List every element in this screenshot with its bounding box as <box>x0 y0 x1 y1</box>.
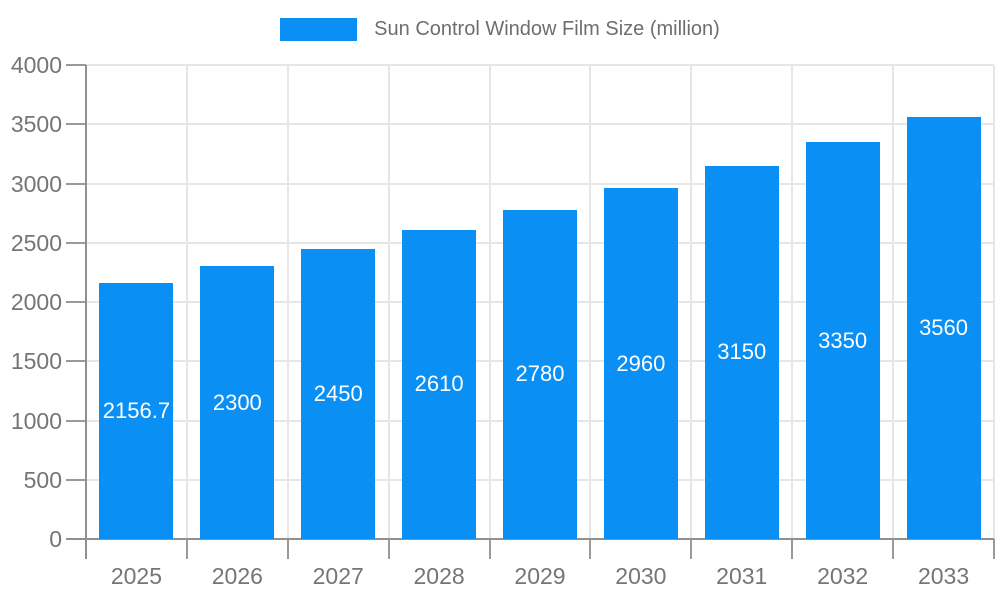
x-axis-tick <box>185 539 188 559</box>
y-axis-label: 3500 <box>10 111 62 138</box>
legend: Sun Control Window Film Size (million) <box>0 18 1000 41</box>
y-axis-tick <box>66 301 86 303</box>
x-axis-label-2029: 2029 <box>514 563 566 589</box>
x-axis-label-2025: 2025 <box>110 563 163 589</box>
gridline-v <box>488 65 491 539</box>
y-axis-label: 3000 <box>10 170 62 197</box>
bar-2029[interactable]: 2780 <box>503 209 577 539</box>
y-axis-label: 4000 <box>10 52 62 78</box>
x-axis-label-2031: 2031 <box>716 563 768 589</box>
gridline-h <box>86 64 994 66</box>
x-axis-tick <box>488 539 491 559</box>
y-axis-line <box>85 65 87 559</box>
bar-2028[interactable]: 2610 <box>402 229 477 539</box>
bar-value-label: 3350 <box>818 327 868 353</box>
bar-2030[interactable]: 2960 <box>603 188 678 539</box>
x-axis-tick <box>690 539 693 559</box>
y-axis-tick <box>66 419 86 422</box>
bar-value-label: 3150 <box>717 339 767 365</box>
x-axis-tick <box>993 539 995 559</box>
gridline-v <box>791 65 794 539</box>
x-axis-label-2027: 2027 <box>312 563 364 589</box>
legend-swatch-icon <box>280 18 358 41</box>
gridline-h <box>86 182 994 185</box>
bar-2032[interactable]: 3350 <box>805 142 880 539</box>
y-axis-label: 1500 <box>10 348 62 375</box>
gridline-v <box>387 65 390 539</box>
gridline-v <box>892 65 895 539</box>
bar-value-label: 2450 <box>313 380 363 406</box>
x-axis-tick <box>892 539 895 559</box>
bar-2033[interactable]: 3560 <box>906 117 981 539</box>
x-axis-label-2030: 2030 <box>615 563 667 589</box>
bar-2027[interactable]: 2450 <box>301 248 376 539</box>
x-axis-tick <box>387 539 390 559</box>
y-axis-label: 1000 <box>10 407 62 434</box>
y-axis-tick <box>66 123 86 126</box>
legend-item[interactable]: Sun Control Window Film Size (million) <box>280 18 720 41</box>
gridline-v <box>993 65 995 539</box>
x-axis-label-2028: 2028 <box>413 563 465 589</box>
y-axis-tick <box>66 241 86 244</box>
bar-value-label: 2960 <box>616 350 666 376</box>
x-axis-label-2026: 2026 <box>211 563 263 589</box>
gridline-v <box>185 65 188 539</box>
bar-value-label: 2780 <box>515 361 565 387</box>
bar-2025[interactable]: 2156.7 <box>99 283 174 539</box>
x-axis-label-2032: 2032 <box>817 563 869 589</box>
y-axis-label: 2500 <box>10 229 62 256</box>
x-axis-tick <box>286 539 289 559</box>
bar-2026[interactable]: 2300 <box>200 266 275 539</box>
y-axis-tick <box>66 64 86 66</box>
x-axis-tick <box>791 539 794 559</box>
bar-2031[interactable]: 3150 <box>704 165 779 539</box>
y-axis-tick <box>66 478 86 481</box>
gridline-h <box>86 123 994 126</box>
bar-value-label: 3560 <box>919 315 969 341</box>
x-axis-label-2033: 2033 <box>917 563 970 589</box>
bar-value-label: 2610 <box>414 371 464 397</box>
gridline-v <box>286 65 289 539</box>
legend-label: Sun Control Window Film Size (million) <box>374 18 720 40</box>
y-axis-label: 0 <box>49 526 62 552</box>
y-axis-tick <box>66 182 86 185</box>
y-axis-label: 2000 <box>10 289 62 315</box>
y-axis-tick <box>66 360 86 363</box>
bar-value-label: 2300 <box>212 389 262 415</box>
y-axis-label: 500 <box>23 466 62 493</box>
bar-value-label: 2156.7 <box>102 398 171 424</box>
gridline-v <box>589 65 592 539</box>
x-axis-line <box>66 538 994 540</box>
gridline-v <box>690 65 693 539</box>
x-axis-tick <box>589 539 592 559</box>
